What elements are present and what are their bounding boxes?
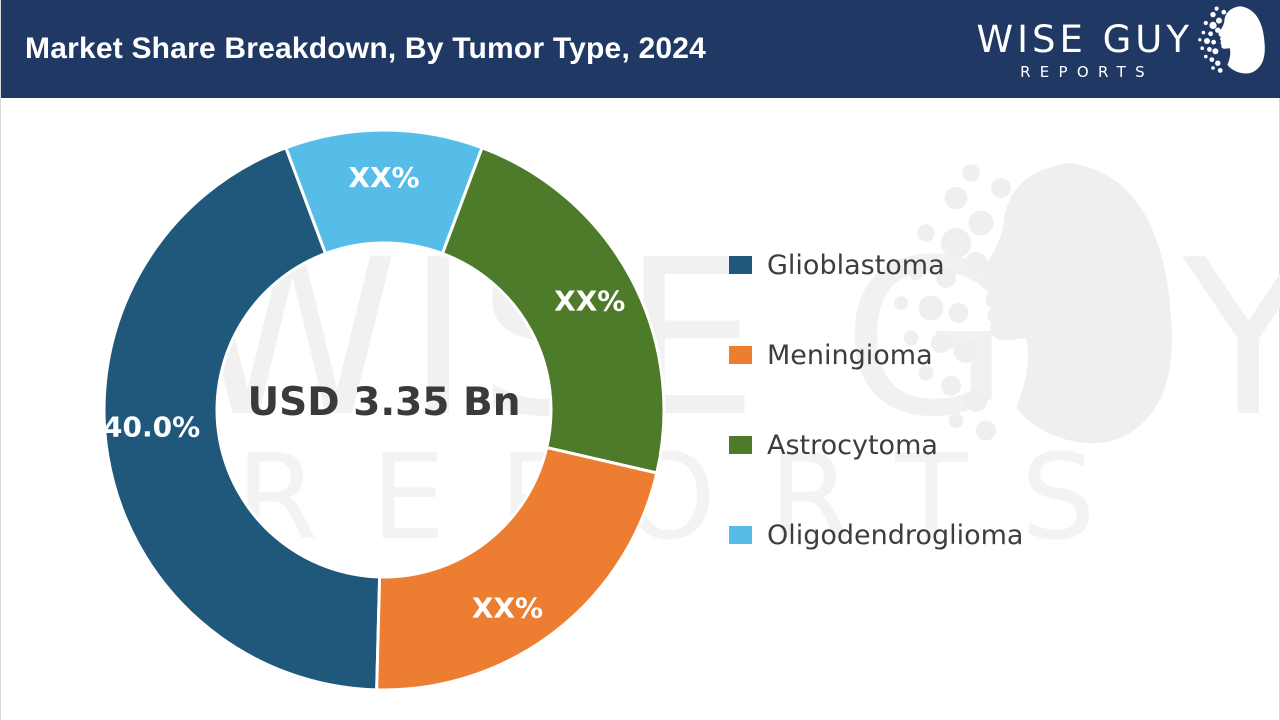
legend-swatch bbox=[729, 526, 752, 544]
donut-segment-astrocytoma bbox=[440, 146, 666, 475]
page-title: Market Share Breakdown, By Tumor Type, 2… bbox=[25, 32, 707, 65]
segment-label-astrocytoma: XX% bbox=[554, 285, 625, 318]
legend-label: Astrocytoma bbox=[767, 429, 938, 461]
segment-label-glioblastoma: 40.0% bbox=[103, 410, 200, 443]
legend-item-glioblastoma: Glioblastoma bbox=[729, 248, 1023, 282]
header-bar: Market Share Breakdown, By Tumor Type, 2… bbox=[1, 0, 1280, 98]
legend-label: Oligodendroglioma bbox=[767, 519, 1024, 551]
legend-item-oligodendroglioma: Oligodendroglioma bbox=[729, 518, 1023, 552]
chart-area: WISE GUY REPORTS 40.0% XX% XX% XX% USD 3.35… bbox=[1, 98, 1280, 720]
donut-segment-meningioma bbox=[375, 446, 659, 692]
legend-label: Meningioma bbox=[767, 339, 933, 371]
legend-swatch bbox=[729, 346, 752, 364]
segment-label-oligodendroglioma: XX% bbox=[348, 161, 419, 194]
legend-swatch bbox=[729, 436, 752, 454]
brand-logo-text: WISE GUY REPORTS bbox=[977, 18, 1193, 81]
watermark-subtext: REPORTS bbox=[236, 428, 1149, 566]
segment-label-meningioma: XX% bbox=[472, 592, 543, 625]
chart-legend: Glioblastoma Meningioma Astrocytoma Oligode… bbox=[729, 248, 1023, 608]
brand-logo: WISE GUY REPORTS bbox=[977, 5, 1267, 94]
chart-center-value: USD 3.35 Bn bbox=[247, 380, 521, 425]
legend-swatch bbox=[729, 256, 752, 274]
logo-wordmark: WISE GUY bbox=[976, 17, 1193, 61]
logo-subtext: REPORTS bbox=[1020, 62, 1154, 81]
legend-item-meningioma: Meningioma bbox=[729, 338, 1023, 372]
legend-label: Glioblastoma bbox=[767, 249, 945, 281]
legend-item-astrocytoma: Astrocytoma bbox=[729, 428, 1023, 462]
logo-face-icon bbox=[1195, 5, 1267, 94]
watermark-face-icon bbox=[881, 158, 1181, 513]
donut-segment-glioblastoma bbox=[102, 146, 382, 692]
